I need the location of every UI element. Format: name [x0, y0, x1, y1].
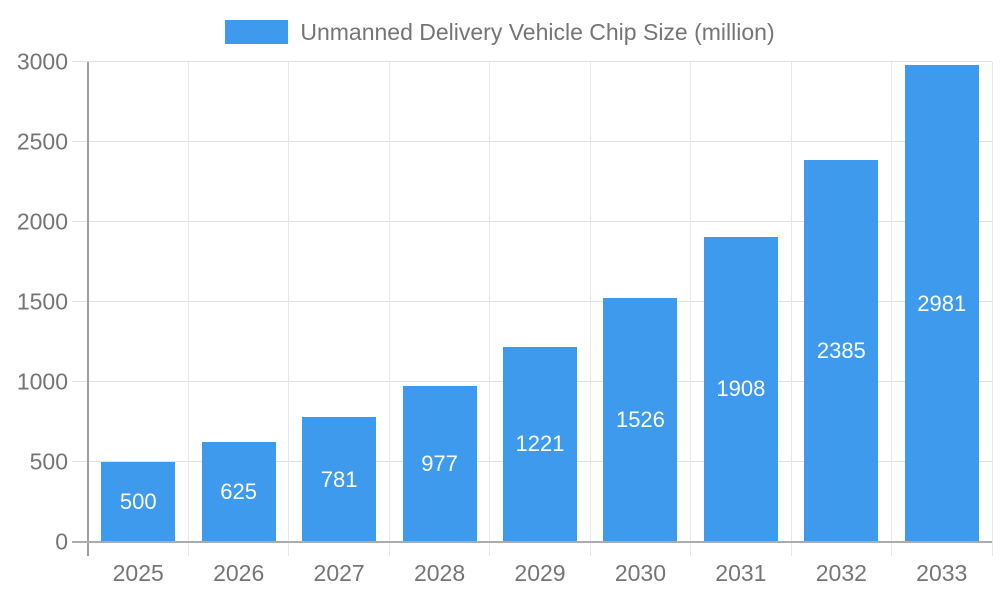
bar-value-label: 500 [119, 489, 157, 514]
y-tick-label: 2000 [16, 208, 68, 235]
x-tick-label: 2027 [313, 560, 365, 586]
v-gridline [489, 62, 491, 556]
x-tick-label: 2031 [715, 560, 767, 586]
v-gridline [388, 62, 390, 556]
x-tick-label: 2025 [112, 560, 164, 586]
plot-area: 500 625 781 977 1221 1526 1908 2385 2981 0 500 100… [17, 50, 993, 585]
v-gridline [991, 62, 993, 556]
x-axis-line [72, 541, 992, 543]
bar[interactable]: 625 [201, 442, 276, 542]
x-tick-label: 2028 [413, 560, 466, 586]
v-gridline [891, 62, 893, 556]
v-gridline [790, 62, 792, 556]
bar[interactable]: 500 [101, 462, 176, 542]
y-tick-label: 2500 [16, 128, 68, 155]
bar[interactable]: 1526 [603, 297, 678, 542]
bar[interactable]: 2385 [804, 160, 879, 542]
bar-value-label: 781 [320, 466, 358, 492]
x-tick-label: 2029 [514, 560, 566, 586]
y-tick-label: 0 [55, 528, 68, 555]
legend-label: Unmanned Delivery Vehicle Chip Size (mil… [300, 18, 775, 45]
bar[interactable]: 1221 [503, 346, 577, 542]
v-gridline [589, 62, 591, 556]
h-gridline [72, 221, 992, 223]
bar-value-label: 1526 [615, 406, 665, 432]
h-gridline [72, 301, 992, 302]
bar[interactable]: 781 [302, 417, 377, 542]
v-gridline [187, 62, 189, 556]
bar-value-label: 2981 [917, 290, 967, 316]
legend[interactable]: Unmanned Delivery Vehicle Chip Size (mil… [0, 19, 1000, 45]
y-tick-label: 1000 [16, 368, 68, 395]
bar-value-label: 2385 [816, 338, 866, 364]
bar[interactable]: 1908 [703, 236, 778, 542]
y-tick-label: 1500 [16, 288, 68, 315]
x-tick-label: 2026 [213, 560, 265, 586]
bar-value-label: 1908 [716, 376, 766, 402]
h-gridline [72, 61, 992, 62]
bar-value-label: 625 [220, 479, 258, 504]
x-tick-label: 2033 [916, 560, 968, 586]
y-axis-line [87, 62, 89, 556]
bar[interactable]: 977 [402, 385, 477, 542]
legend-swatch-icon [225, 20, 289, 44]
x-tick-label: 2032 [815, 560, 867, 586]
bar-value-label: 977 [421, 450, 458, 476]
y-tick-label: 3000 [16, 48, 68, 75]
h-gridline [72, 141, 992, 142]
y-tick-label: 500 [29, 448, 68, 475]
bar[interactable]: 2981 [904, 65, 979, 542]
x-tick-label: 2030 [614, 560, 667, 586]
v-gridline [288, 62, 290, 556]
v-gridline [690, 62, 692, 556]
bar-value-label: 1221 [515, 431, 565, 457]
